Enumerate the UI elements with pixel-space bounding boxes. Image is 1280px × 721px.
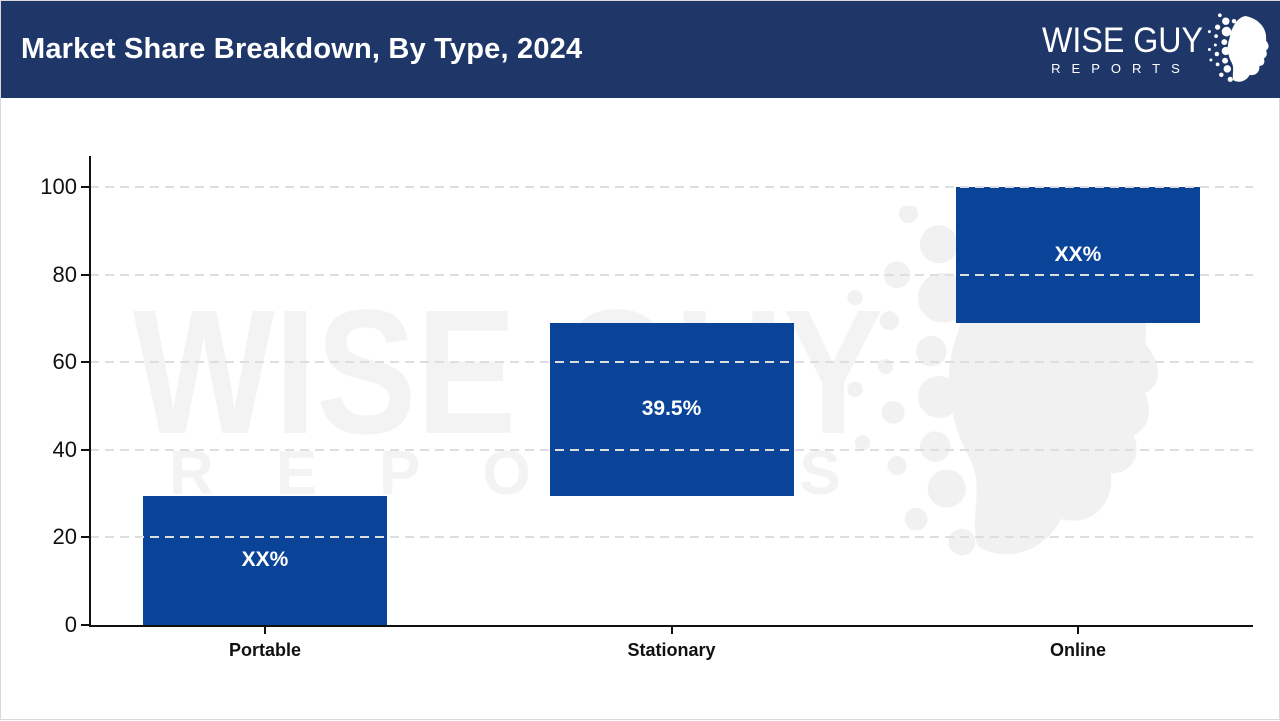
y-axis-tick-label-0: 0 (64, 612, 77, 637)
y-axis-tick-mark (81, 448, 89, 451)
y-axis-tick-label-100: 100 (40, 174, 77, 199)
y-axis-line (89, 156, 91, 627)
y-axis-tick-mark (81, 273, 89, 276)
gridline-20 (90, 536, 1253, 539)
gridline-100 (90, 186, 1253, 188)
logo-face-dots-icon (1207, 13, 1269, 82)
x-axis-line (89, 625, 1253, 627)
y-axis-tick-mark (81, 536, 89, 539)
y-axis-tick-label-40: 40 (52, 436, 77, 462)
bar-online: XX% (956, 187, 1200, 323)
x-axis-tick-mark (670, 627, 673, 634)
y-axis-tick-label-20: 20 (52, 524, 77, 550)
x-axis-tick-mark (1077, 627, 1079, 634)
logo-subtitle: REPORTS (1051, 61, 1191, 76)
y-axis-tick-label-80: 80 (52, 261, 77, 287)
logo-wordmark: WISE GUY (1041, 21, 1203, 60)
x-axis-label-stationary: Stationary (627, 640, 716, 660)
x-axis-label-portable: Portable (228, 640, 302, 660)
bar-stationary: 39.5% (549, 322, 794, 496)
bar-portable: XX% (143, 495, 387, 625)
bar-value-label: 39.5% (641, 397, 702, 421)
wise-guy-reports-logo: WISE GUY REPORTS (1021, 1, 1271, 98)
gridline-80 (90, 273, 1253, 276)
y-axis-tick-mark (81, 186, 89, 188)
header-bar: Market Share Breakdown, By Type, 2024 WI… (1, 1, 1280, 98)
x-axis-tick-mark (264, 627, 266, 634)
y-axis-tick-mark (81, 624, 89, 626)
y-axis-tick-mark (81, 361, 89, 364)
chart-title: Market Share Breakdown, By Type, 2024 (21, 33, 583, 65)
gridline-40 (90, 448, 1253, 451)
gridline-60 (90, 361, 1253, 364)
x-axis-label-online: Online (1049, 640, 1106, 660)
bar-value-label: XX% (1054, 242, 1102, 266)
bar-value-label: XX% (241, 548, 289, 572)
logo-text: WISE GUY REPORTS (1028, 23, 1203, 76)
y-axis-tick-label-60: 60 (52, 349, 77, 375)
